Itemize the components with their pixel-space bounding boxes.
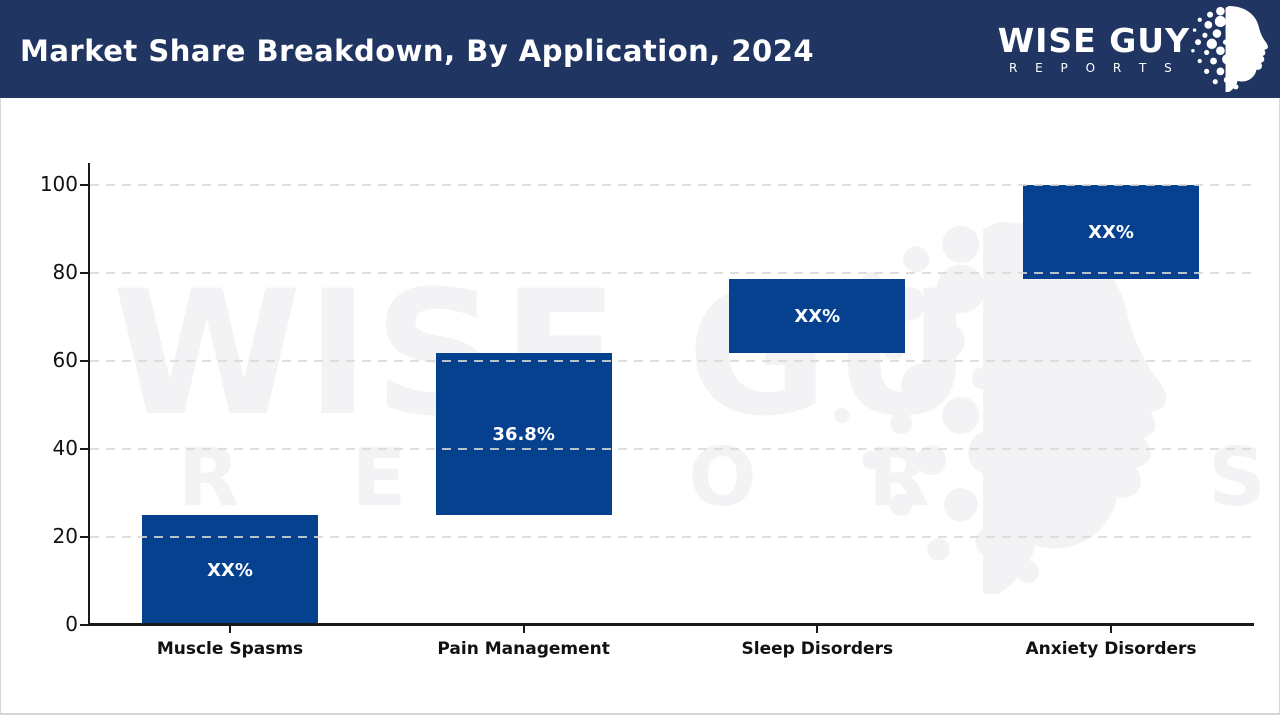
bar-segment: XX% — [729, 279, 906, 354]
y-axis-line — [88, 163, 90, 625]
y-tick — [80, 184, 88, 186]
gridline — [90, 360, 1253, 362]
gridline — [90, 536, 1253, 538]
gridline — [90, 184, 1253, 186]
y-tick — [80, 624, 88, 626]
x-tick-label: Pain Management — [437, 639, 610, 659]
gridline — [90, 272, 1253, 274]
x-tick-label: Muscle Spasms — [156, 639, 304, 659]
y-tick — [80, 272, 88, 274]
y-tick-label: 40 — [52, 436, 78, 460]
y-tick-label: 100 — [39, 172, 78, 196]
y-tick-label: 60 — [52, 348, 78, 372]
x-tick-label: Anxiety Disorders — [1025, 639, 1197, 659]
y-tick-label: 80 — [52, 260, 78, 284]
y-tick — [80, 448, 88, 450]
logo-subtitle: R E P O R T S — [1008, 60, 1179, 75]
x-axis-line — [88, 623, 1254, 626]
bar-segment: XX% — [142, 515, 318, 625]
bar-segment: 36.8% — [435, 353, 612, 515]
header-bar: Market Share Breakdown, By Application, … — [0, 0, 1280, 98]
y-tick — [80, 360, 88, 362]
logo-text: WISE GUY R E P O R T S — [998, 24, 1190, 75]
x-tick-label: Sleep Disorders — [741, 639, 894, 659]
bar-value-label: XX% — [794, 305, 841, 327]
logo-wordmark: WISE GUY — [997, 20, 1190, 60]
bar-value-label: 36.8% — [492, 423, 555, 445]
x-tick — [816, 626, 819, 633]
y-tick — [80, 536, 88, 538]
gridline — [90, 448, 1253, 450]
bar-value-label: XX% — [1088, 221, 1134, 243]
bar-segment: XX% — [1023, 185, 1199, 280]
chart-title: Market Share Breakdown, By Application, … — [20, 34, 815, 68]
x-tick — [522, 626, 525, 633]
y-tick-label: 0 — [65, 612, 78, 636]
y-tick-label: 20 — [52, 524, 78, 548]
face-profile-icon — [1191, 6, 1268, 92]
wise-guy-logo: WISE GUY R E P O R T S — [998, 6, 1272, 92]
bar-value-label: XX% — [207, 559, 253, 581]
x-tick — [1110, 626, 1112, 633]
x-tick — [229, 626, 231, 633]
